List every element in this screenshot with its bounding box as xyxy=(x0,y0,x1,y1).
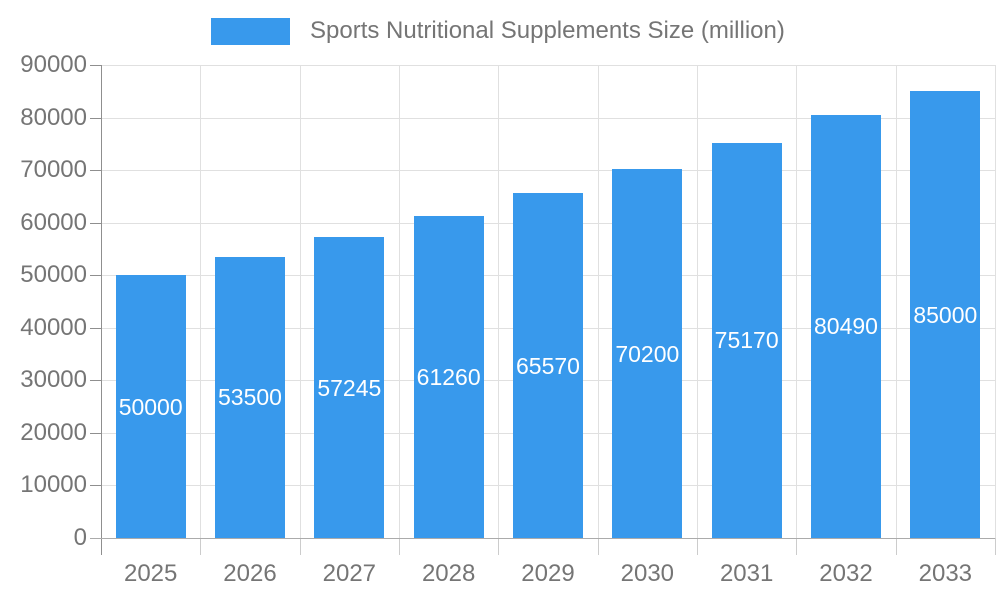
bar-2025[interactable] xyxy=(115,275,186,538)
x-gridline xyxy=(299,65,301,538)
y-gridline xyxy=(101,65,995,66)
x-tick-mark xyxy=(299,538,301,555)
y-tick-mark xyxy=(90,275,101,277)
plot-area: 0 10000 20000 30000 40000 50000 60000 70000 8000… xyxy=(20,51,996,587)
y-axis-tick-label: 70000 xyxy=(20,156,87,184)
x-tick-mark xyxy=(498,538,500,555)
bar-2028[interactable] xyxy=(413,216,484,538)
x-tick-mark xyxy=(995,538,996,555)
x-tick-mark xyxy=(200,538,202,555)
x-axis-tick-label: 2025 xyxy=(123,560,178,587)
chart-legend[interactable]: Sports Nutritional Supplements Size (mil… xyxy=(211,17,785,45)
bar-2030[interactable] xyxy=(612,169,683,538)
x-gridline xyxy=(597,65,599,538)
x-gridline xyxy=(498,65,500,538)
y-tick-mark xyxy=(90,170,101,172)
bar-2029[interactable] xyxy=(513,193,583,538)
x-gridline xyxy=(995,65,996,538)
y-tick-mark xyxy=(90,222,101,224)
x-gridline xyxy=(200,65,202,538)
bar-2026[interactable] xyxy=(215,256,285,538)
x-tick-mark xyxy=(796,538,798,555)
x-axis-tick-label: 2030 xyxy=(620,560,675,587)
y-axis-tick-label: 10000 xyxy=(20,471,87,499)
bar-2027[interactable] xyxy=(314,237,385,538)
y-axis-tick-label: 60000 xyxy=(20,208,87,236)
x-axis-tick-label: 2029 xyxy=(521,560,575,587)
x-axis-tick-label: 2026 xyxy=(223,560,277,587)
x-tick-mark xyxy=(697,538,698,555)
bar-2032[interactable] xyxy=(811,114,881,538)
x-gridline xyxy=(895,65,897,538)
y-tick-mark xyxy=(90,65,101,66)
x-axis-line xyxy=(90,538,995,539)
y-axis-line xyxy=(101,65,102,555)
y-tick-mark xyxy=(90,327,101,329)
x-gridline xyxy=(697,65,698,538)
y-axis-tick-label: 90000 xyxy=(20,51,87,78)
y-axis-tick-label: 80000 xyxy=(20,103,87,131)
x-axis-tick-label: 2027 xyxy=(322,560,377,587)
x-axis-tick-label: 2032 xyxy=(819,560,873,587)
x-axis-tick-label: 2033 xyxy=(918,560,973,587)
bar-2033[interactable] xyxy=(910,91,981,538)
y-axis-tick-label: 30000 xyxy=(20,366,87,394)
y-tick-mark xyxy=(90,485,101,487)
y-tick-mark xyxy=(90,380,101,382)
y-gridline xyxy=(101,170,995,172)
x-tick-mark xyxy=(399,538,400,555)
x-gridline xyxy=(796,65,798,538)
y-axis-tick-label: 40000 xyxy=(20,313,87,341)
y-gridline xyxy=(101,117,995,119)
y-axis-tick-label: 20000 xyxy=(20,418,87,446)
y-tick-mark xyxy=(90,432,101,434)
x-axis-tick-label: 2031 xyxy=(719,560,774,587)
x-tick-mark xyxy=(895,538,897,555)
x-gridline xyxy=(399,65,400,538)
x-tick-mark xyxy=(597,538,599,555)
y-axis-tick-label: 50000 xyxy=(20,261,87,289)
legend-label: Sports Nutritional Supplements Size (mil… xyxy=(310,17,785,44)
x-axis-tick-label: 2028 xyxy=(421,560,476,587)
y-axis-tick-label: 0 xyxy=(73,524,87,551)
bar-2031[interactable] xyxy=(711,142,782,538)
legend-swatch-icon xyxy=(211,17,290,45)
y-tick-mark xyxy=(90,117,101,119)
